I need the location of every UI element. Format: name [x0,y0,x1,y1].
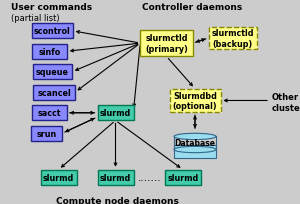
Text: slurmd: slurmd [43,173,74,182]
FancyBboxPatch shape [98,170,134,185]
FancyBboxPatch shape [31,126,62,141]
Text: .......: ....... [138,173,162,182]
Text: slurmd: slurmd [100,173,131,182]
FancyBboxPatch shape [208,28,256,50]
Text: sacct: sacct [38,109,61,118]
Text: Controller daemons: Controller daemons [142,3,242,12]
FancyBboxPatch shape [169,89,220,113]
FancyBboxPatch shape [98,106,134,121]
Bar [174,145,216,158]
FancyBboxPatch shape [140,31,193,57]
Text: squeue: squeue [36,68,69,77]
FancyBboxPatch shape [33,65,72,80]
Text: slurmctld
(primary): slurmctld (primary) [145,34,188,53]
FancyBboxPatch shape [33,85,75,100]
FancyBboxPatch shape [165,170,201,185]
FancyBboxPatch shape [32,44,67,60]
Text: scancel: scancel [37,88,71,97]
Text: Other
clusters: Other clusters [272,93,300,112]
Ellipse shape [174,147,216,153]
Text: Database: Database [175,138,215,147]
Text: scontrol: scontrol [34,27,71,36]
Text: srun: srun [36,129,57,138]
Text: slurmd: slurmd [100,109,131,118]
Text: Slurmdbd
(optional): Slurmdbd (optional) [173,91,217,111]
Text: Compute node daemons: Compute node daemons [56,196,178,204]
Ellipse shape [174,134,216,140]
Text: slurmd: slurmd [167,173,199,182]
Text: sinfo: sinfo [38,48,61,57]
FancyBboxPatch shape [32,106,67,121]
Bar [174,145,216,158]
FancyBboxPatch shape [40,170,76,185]
Text: slurmctld
(backup): slurmctld (backup) [211,29,254,48]
Text: User commands: User commands [11,3,92,12]
Text: (partial list): (partial list) [11,14,59,23]
FancyBboxPatch shape [32,24,73,39]
